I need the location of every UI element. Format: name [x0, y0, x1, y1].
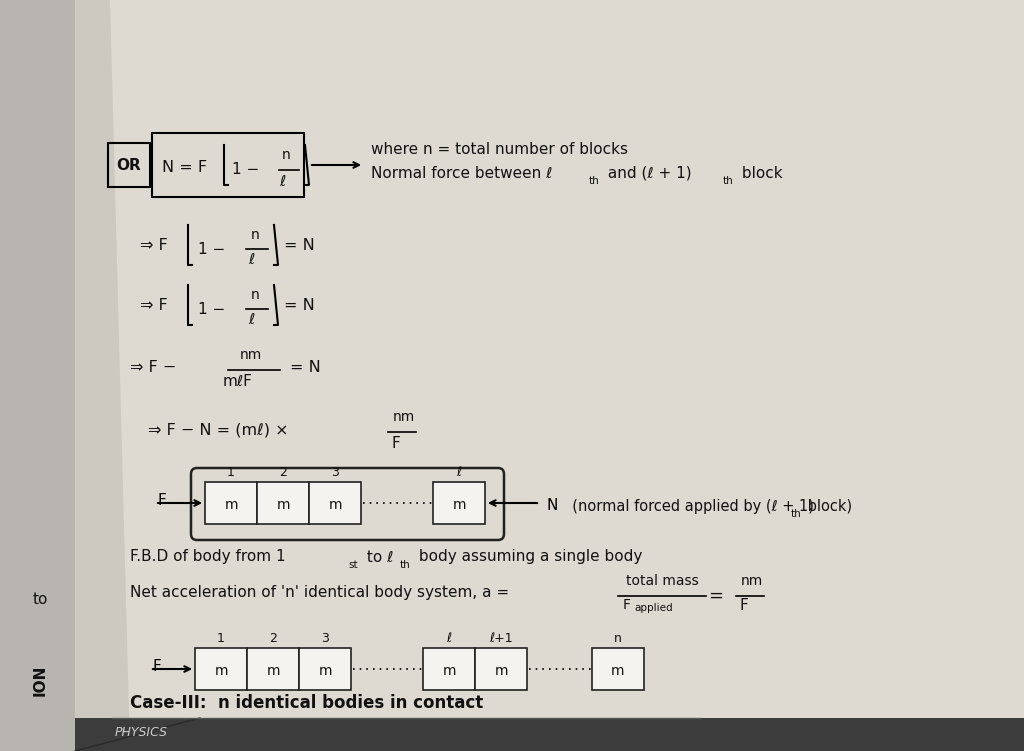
- Text: th: th: [723, 176, 734, 186]
- Text: and (ℓ + 1): and (ℓ + 1): [603, 165, 691, 180]
- Text: = N: = N: [290, 360, 321, 376]
- Text: ⇒ F −: ⇒ F −: [130, 360, 176, 376]
- Text: mℓF: mℓF: [223, 373, 253, 388]
- Bar: [108, 143, 150, 187]
- Bar: [75, 718, 1024, 751]
- Text: ⇒ F − N = (mℓ) ×: ⇒ F − N = (mℓ) ×: [148, 423, 289, 438]
- Text: = N: = N: [284, 297, 314, 312]
- Text: m: m: [611, 664, 625, 678]
- Text: = N: = N: [284, 237, 314, 252]
- Text: n: n: [251, 288, 260, 302]
- Bar: [592, 648, 644, 690]
- Bar: [152, 133, 304, 197]
- Text: m: m: [224, 498, 238, 512]
- Bar: [205, 482, 257, 524]
- Text: total mass: total mass: [626, 574, 698, 588]
- Text: ⇒ F: ⇒ F: [140, 297, 168, 312]
- Bar: [299, 648, 351, 690]
- Text: where n = total number of blocks: where n = total number of blocks: [371, 141, 628, 156]
- Text: F.B.D of body from 1: F.B.D of body from 1: [130, 550, 286, 565]
- Text: F: F: [739, 598, 749, 613]
- Text: 1 −: 1 −: [198, 303, 225, 318]
- Text: 2: 2: [269, 632, 276, 644]
- Bar: [433, 482, 485, 524]
- Text: ⇒ F: ⇒ F: [140, 237, 168, 252]
- Text: ℓ+1: ℓ+1: [489, 632, 513, 644]
- Bar: [0, 0, 75, 751]
- Text: ℓ: ℓ: [446, 632, 452, 644]
- Text: ℓ: ℓ: [457, 466, 462, 478]
- Text: ℓ: ℓ: [248, 252, 254, 267]
- Text: 2: 2: [280, 466, 287, 478]
- Text: Case-III:  n identical bodies in contact: Case-III: n identical bodies in contact: [130, 694, 483, 712]
- Text: m: m: [442, 664, 456, 678]
- Text: PHYSICS: PHYSICS: [115, 725, 168, 738]
- Text: 1: 1: [227, 466, 234, 478]
- Text: OR: OR: [117, 158, 141, 173]
- Text: (normal forced applied by (ℓ + 1): (normal forced applied by (ℓ + 1): [563, 499, 814, 514]
- Text: 1: 1: [217, 632, 225, 644]
- Text: F: F: [391, 436, 400, 451]
- Text: th: th: [589, 176, 600, 186]
- Text: st: st: [348, 560, 357, 570]
- Text: m: m: [318, 664, 332, 678]
- Text: ℓ: ℓ: [248, 312, 254, 327]
- Text: th: th: [791, 509, 802, 519]
- Bar: [247, 648, 299, 690]
- Text: body assuming a single body: body assuming a single body: [414, 550, 642, 565]
- Bar: [257, 482, 309, 524]
- Text: nm: nm: [393, 410, 416, 424]
- Text: m: m: [266, 664, 280, 678]
- Text: m: m: [495, 664, 508, 678]
- Text: to: to: [33, 593, 48, 608]
- Bar: [309, 482, 361, 524]
- Text: n: n: [614, 632, 622, 644]
- Bar: [475, 648, 527, 690]
- Text: 3: 3: [322, 632, 329, 644]
- Text: n: n: [251, 228, 260, 242]
- Text: N: N: [547, 499, 558, 514]
- Text: Normal force between ℓ: Normal force between ℓ: [371, 165, 552, 180]
- Bar: [423, 648, 475, 690]
- Text: nm: nm: [240, 348, 262, 362]
- Text: 1 −: 1 −: [198, 243, 225, 258]
- Text: N = F: N = F: [162, 159, 207, 174]
- Text: F: F: [158, 493, 166, 508]
- Text: n: n: [282, 148, 291, 162]
- PathPatch shape: [75, 0, 130, 751]
- Text: applied: applied: [634, 603, 673, 613]
- Bar: [195, 648, 247, 690]
- Text: F: F: [153, 659, 162, 674]
- Text: m: m: [276, 498, 290, 512]
- Text: Net acceleration of 'n' identical body system, a =: Net acceleration of 'n' identical body s…: [130, 586, 509, 601]
- Text: m: m: [453, 498, 466, 512]
- Text: block: block: [737, 165, 782, 180]
- Text: ION: ION: [33, 665, 47, 695]
- Text: nm: nm: [741, 574, 763, 588]
- Text: ℓ: ℓ: [279, 174, 285, 189]
- Text: =: =: [709, 587, 724, 605]
- Text: F: F: [623, 598, 631, 612]
- Text: 1 −: 1 −: [232, 162, 259, 177]
- Text: to ℓ: to ℓ: [362, 550, 393, 565]
- Text: m: m: [214, 664, 227, 678]
- Text: 3: 3: [331, 466, 339, 478]
- Text: th: th: [400, 560, 411, 570]
- Text: block): block): [803, 499, 852, 514]
- Text: m: m: [329, 498, 342, 512]
